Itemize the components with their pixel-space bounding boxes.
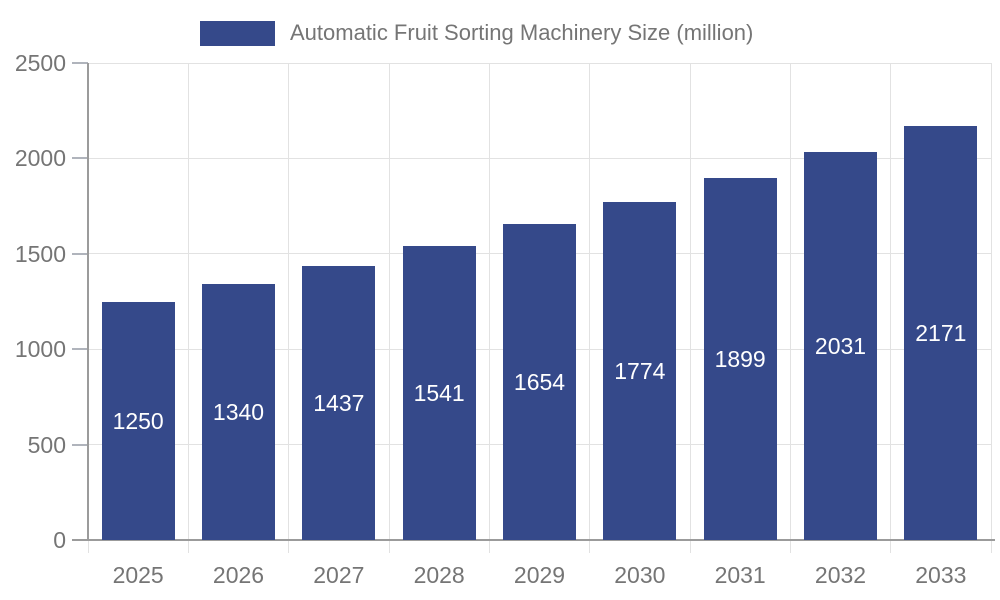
gridline-vertical bbox=[589, 63, 591, 553]
y-axis-tick bbox=[72, 157, 88, 160]
bar-value-label: 1654 bbox=[513, 369, 566, 396]
gridline-horizontal bbox=[88, 62, 991, 64]
y-tick-label: 1000 bbox=[14, 336, 66, 363]
legend-swatch bbox=[200, 20, 275, 46]
bar bbox=[703, 177, 777, 540]
gridline-horizontal bbox=[88, 157, 991, 159]
bar bbox=[904, 125, 978, 540]
bar bbox=[302, 265, 376, 540]
x-axis-line bbox=[72, 539, 995, 541]
gridline-vertical bbox=[990, 63, 992, 553]
bar bbox=[804, 152, 877, 540]
y-tick-label: 500 bbox=[27, 431, 66, 458]
y-axis-line bbox=[87, 63, 89, 540]
x-tick-label: 2032 bbox=[814, 562, 867, 588]
y-tick-label: 0 bbox=[53, 527, 66, 553]
gridline-vertical bbox=[288, 63, 290, 553]
y-axis-tick bbox=[72, 443, 88, 446]
x-tick-label: 2030 bbox=[614, 562, 666, 588]
bar-value-label: 2031 bbox=[814, 333, 867, 360]
bar-value-label: 1541 bbox=[413, 379, 465, 406]
bar bbox=[603, 201, 677, 540]
bar-value-label: 1437 bbox=[313, 389, 365, 416]
x-tick-label: 2027 bbox=[313, 562, 365, 588]
y-tick-label: 1500 bbox=[14, 240, 66, 267]
x-tick-label: 2025 bbox=[112, 562, 164, 588]
bar-value-label: 1899 bbox=[714, 345, 766, 372]
gridline-vertical bbox=[689, 63, 691, 553]
y-tick-label: 2000 bbox=[14, 145, 66, 172]
x-tick-label: 2026 bbox=[212, 562, 265, 588]
y-tick-label: 2500 bbox=[14, 50, 66, 76]
bar bbox=[402, 245, 476, 540]
bar-value-label: 1340 bbox=[212, 399, 265, 426]
gridline-vertical bbox=[890, 63, 892, 553]
bar-value-label: 1250 bbox=[112, 407, 164, 434]
bar-value-label: 1774 bbox=[614, 357, 666, 384]
y-axis-tick bbox=[72, 252, 88, 255]
gridline-vertical bbox=[488, 63, 490, 553]
y-axis-tick bbox=[72, 348, 88, 351]
gridline-vertical bbox=[187, 63, 189, 553]
x-tick-label: 2028 bbox=[413, 562, 465, 588]
gridline-vertical bbox=[388, 63, 390, 553]
y-axis-tick bbox=[72, 62, 88, 64]
x-tick-label: 2031 bbox=[714, 562, 766, 588]
x-tick-label: 2029 bbox=[513, 562, 566, 588]
gridline-vertical bbox=[789, 63, 791, 553]
bar-value-label: 2171 bbox=[915, 319, 967, 346]
legend-label: Automatic Fruit Sorting Machinery Size (… bbox=[290, 20, 754, 45]
bar bbox=[503, 224, 576, 540]
x-tick-label: 2033 bbox=[915, 562, 967, 588]
bar bbox=[202, 284, 275, 540]
bar bbox=[101, 301, 175, 540]
legend[interactable]: Automatic Fruit Sorting Machinery Size (… bbox=[200, 20, 753, 46]
